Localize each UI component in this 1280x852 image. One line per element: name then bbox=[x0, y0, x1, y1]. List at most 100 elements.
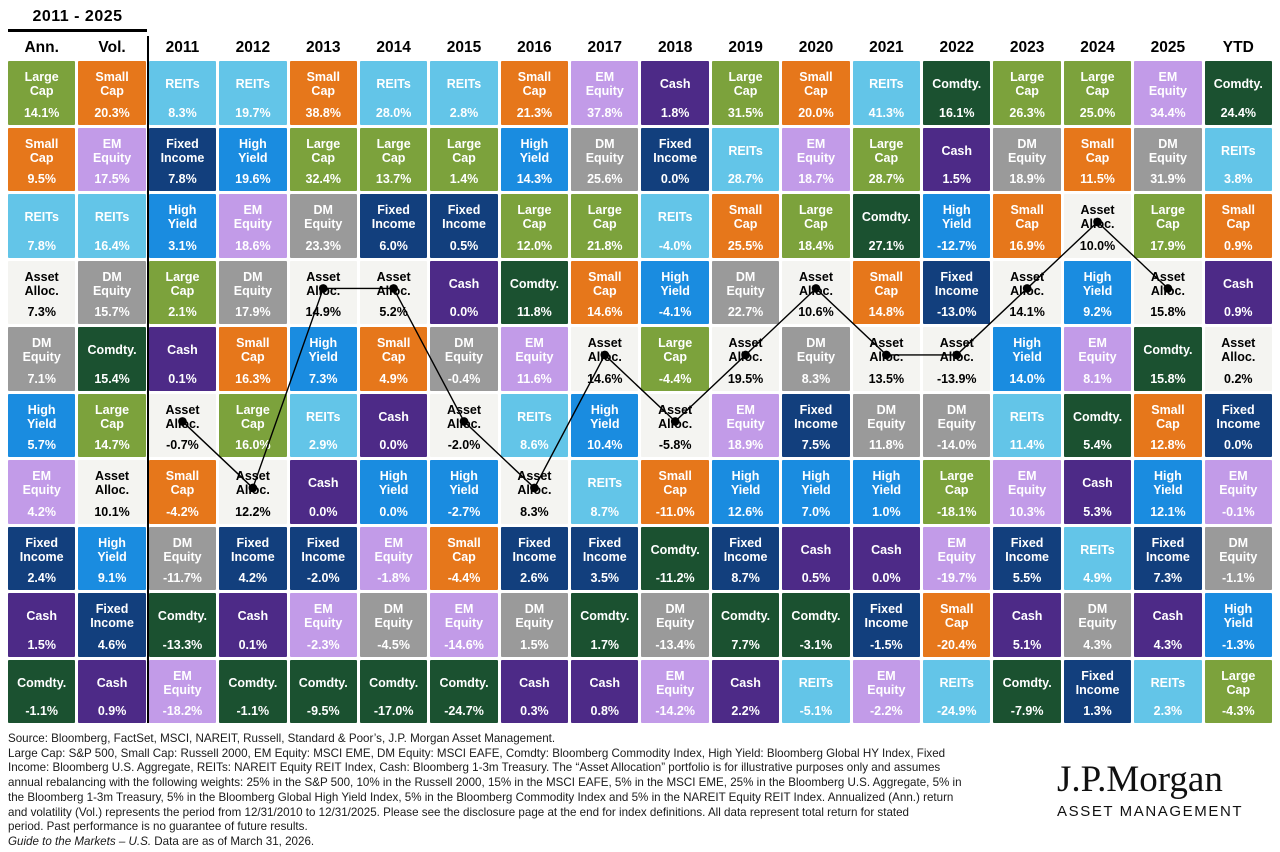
column-header-2022: 2022 bbox=[939, 39, 974, 56]
return-value: -14.6% bbox=[444, 637, 484, 652]
return-cell: Cash 0.8% bbox=[571, 659, 639, 723]
return-value: -1.1% bbox=[236, 704, 270, 718]
asset-label: Large Cap bbox=[1150, 203, 1185, 232]
return-value: 2.1% bbox=[168, 305, 197, 319]
return-cell: Comdty. -1.1% bbox=[219, 659, 287, 723]
return-value: 17.5% bbox=[94, 172, 130, 186]
return-cell: Small Cap 14.8% bbox=[852, 260, 921, 324]
return-cell: EM Equity 10.3% bbox=[993, 460, 1061, 524]
asset-label: High Yield bbox=[1082, 269, 1113, 298]
return-value: 19.7% bbox=[235, 105, 271, 120]
column-header-vol: Vol. bbox=[98, 39, 126, 56]
return-cell: Fixed Income 7.8% bbox=[148, 127, 217, 191]
return-value: -24.9% bbox=[936, 704, 977, 718]
return-cell: High Yield 1.0% bbox=[852, 460, 921, 524]
return-value: 12.2% bbox=[235, 504, 271, 519]
return-value: 8.3% bbox=[520, 504, 549, 519]
return-value: 7.3% bbox=[27, 305, 56, 319]
return-value: 2.3% bbox=[1153, 704, 1183, 718]
asset-label: Asset Alloc. bbox=[728, 336, 763, 365]
column-header-2020: 2020 bbox=[798, 39, 834, 56]
asset-label: DM Equity bbox=[444, 336, 484, 365]
return-value: 4.3% bbox=[1153, 637, 1183, 652]
return-value: -2.0% bbox=[306, 571, 340, 585]
asset-label: Fixed Income bbox=[442, 203, 486, 232]
return-value: 17.9% bbox=[1150, 238, 1186, 253]
asset-label: REITs bbox=[235, 77, 271, 92]
asset-label: High Yield bbox=[730, 469, 761, 498]
asset-label: High Yield bbox=[590, 402, 620, 431]
footnote-line: Source: Bloomberg, FactSet, MSCI, NAREIT… bbox=[8, 732, 556, 745]
asset-label: High Yield bbox=[942, 203, 972, 232]
footnote-line: period. Past performance is no guarantee… bbox=[8, 820, 308, 834]
asset-label: Fixed Income bbox=[90, 602, 134, 631]
return-value: 5.4% bbox=[1083, 438, 1112, 452]
return-value: 5.3% bbox=[1083, 504, 1112, 519]
return-cell: Cash 1.5% bbox=[8, 593, 76, 657]
return-value: 12.1% bbox=[1150, 504, 1186, 519]
asset-label: Comdty. bbox=[721, 609, 771, 624]
return-cell: Fixed Income 4.6% bbox=[78, 593, 146, 657]
return-value: 9.2% bbox=[1083, 305, 1112, 319]
return-value: 16.0% bbox=[235, 438, 271, 452]
return-cell: EM Equity 18.9% bbox=[711, 393, 780, 457]
asset-label: DM Equity bbox=[515, 602, 554, 631]
return-value: 8.3% bbox=[801, 371, 831, 386]
asset-label: Small Cap bbox=[728, 203, 763, 232]
logo-wordmark: J.P.Morgan bbox=[1057, 759, 1223, 800]
asset-label: High Yield bbox=[449, 469, 479, 498]
return-cell: Cash 0.0% bbox=[359, 393, 428, 457]
return-value: -5.8% bbox=[658, 438, 692, 452]
asset-label: EM Equity bbox=[163, 668, 202, 697]
asset-label: Large Cap bbox=[728, 70, 763, 99]
return-value: 24.4% bbox=[1220, 105, 1257, 120]
asset-label: DM Equity bbox=[233, 269, 272, 298]
asset-label: Fixed Income bbox=[1146, 535, 1190, 564]
return-cell: Large Cap 13.7% bbox=[359, 127, 428, 191]
return-cell: REITs -5.1% bbox=[782, 659, 850, 723]
asset-label: Large Cap bbox=[939, 469, 974, 498]
return-value: -0.1% bbox=[1221, 504, 1255, 519]
asset-label: EM Equity bbox=[937, 535, 976, 564]
asset-label: Cash bbox=[1152, 609, 1184, 624]
asset-label: High Yield bbox=[660, 269, 690, 298]
return-value: 4.9% bbox=[379, 371, 408, 386]
return-value: 0.0% bbox=[449, 305, 479, 319]
return-value: 14.1% bbox=[1009, 305, 1045, 319]
return-cell: REITs 2.9% bbox=[289, 393, 357, 457]
asset-label: Fixed Income bbox=[301, 535, 346, 564]
return-cell: EM Equity -14.6% bbox=[430, 593, 498, 657]
return-value: 1.7% bbox=[590, 637, 620, 652]
return-cell: Large Cap 16.0% bbox=[219, 393, 287, 457]
return-cell: EM Equity -2.2% bbox=[852, 659, 921, 723]
asset-label: High Yield bbox=[97, 535, 127, 564]
return-cell: EM Equity -14.2% bbox=[641, 659, 709, 723]
return-value: 0.0% bbox=[379, 438, 408, 452]
return-cell: Small Cap 38.8% bbox=[289, 61, 357, 125]
asset-label: EM Equity bbox=[374, 535, 413, 564]
gtm-citation: Guide to the Markets – U.S. Data are as … bbox=[8, 835, 1057, 850]
return-cell: High Yield 14.0% bbox=[993, 327, 1061, 391]
return-cell: Asset Alloc. 14.6% bbox=[571, 327, 639, 391]
asset-label: EM Equity bbox=[656, 668, 695, 697]
return-cell: Fixed Income 2.4% bbox=[8, 526, 76, 590]
asset-label: Small Cap bbox=[940, 602, 974, 631]
return-cell: High Yield 14.3% bbox=[500, 127, 569, 191]
return-value: 21.3% bbox=[516, 105, 553, 120]
return-cell: Small Cap -4.4% bbox=[430, 526, 498, 590]
return-cell: Comdty. 11.8% bbox=[500, 260, 569, 324]
return-value: 2.9% bbox=[308, 438, 338, 452]
return-value: 1.5% bbox=[942, 172, 971, 186]
return-cell: EM Equity -2.3% bbox=[289, 593, 357, 657]
return-value: 5.7% bbox=[27, 438, 56, 452]
return-cell: High Yield 7.0% bbox=[782, 460, 850, 524]
return-cell: DM Equity -13.4% bbox=[641, 593, 709, 657]
return-value: 0.1% bbox=[238, 637, 268, 652]
asset-label: Large Cap bbox=[447, 136, 482, 165]
asset-label: REITs bbox=[165, 77, 200, 92]
asset-label: Comdty. bbox=[369, 675, 419, 690]
return-value: 15.8% bbox=[1150, 371, 1186, 386]
footnotes: Source: Bloomberg, FactSet, MSCI, NAREIT… bbox=[8, 732, 1057, 850]
return-cell: Small Cap 16.9% bbox=[993, 194, 1061, 258]
asset-label: REITs bbox=[939, 675, 974, 690]
